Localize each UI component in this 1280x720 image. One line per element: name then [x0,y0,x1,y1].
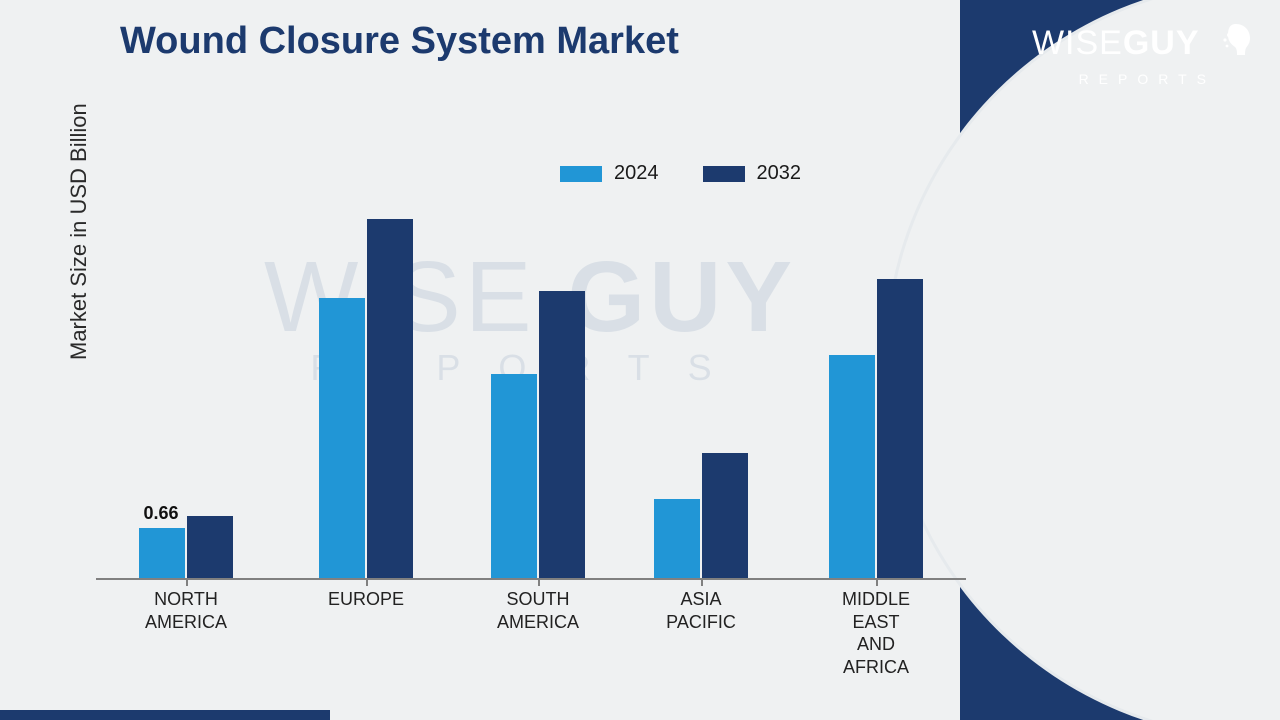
category-label: MIDDLEEASTANDAFRICA [806,588,946,678]
y-axis-label: Market Size in USD Billion [66,103,92,360]
chart-card: WISEGUY REPORTS Wound Closure System Mar… [0,0,1280,720]
axis-tick [538,578,540,586]
bar-2024 [654,499,700,578]
brand-name-bold: GUY [1123,24,1200,62]
category-label: SOUTHAMERICA [468,588,608,633]
axis-tick [876,578,878,586]
axis-tick [366,578,368,586]
bar-group [478,200,598,578]
chart-title: Wound Closure System Market [120,20,679,63]
footer-accent [0,710,330,720]
legend: 2024 2032 [560,162,801,185]
bar-group [641,200,761,578]
bar-2024 [829,355,875,578]
bar-group [816,200,936,578]
bar-2032 [702,453,748,578]
brand-logo: WISEGUY REPORTS [1032,22,1256,86]
bar-2032 [877,279,923,578]
bar-2032 [539,291,585,578]
bar-2024 [139,528,185,578]
x-axis-line [96,578,966,580]
brand-name-light: WISE [1032,24,1123,62]
brand-sub: REPORTS [1032,72,1216,86]
bar-pair [491,291,585,578]
category-label: ASIAPACIFIC [631,588,771,633]
legend-item-2032: 2032 [703,162,802,185]
bar-2032 [187,516,233,578]
legend-label-2032: 2032 [757,162,802,185]
bar-pair [319,219,413,578]
bar-group [306,200,426,578]
category-label: EUROPE [296,588,436,611]
axis-tick [186,578,188,586]
legend-swatch-2024 [560,166,602,182]
category-label: NORTHAMERICA [116,588,256,633]
legend-item-2024: 2024 [560,162,659,185]
bar-pair [829,279,923,578]
bar-2024 [319,298,365,578]
bar-pair [139,516,233,578]
bar-2024 [491,374,537,578]
logo-head-icon [1216,22,1256,68]
bar-pair [654,453,748,578]
bar-value-label: 0.66 [121,503,201,524]
bar-chart: 0.66NORTHAMERICAEUROPESOUTHAMERICAASIAPA… [96,200,966,580]
legend-swatch-2032 [703,166,745,182]
legend-label-2024: 2024 [614,162,659,185]
bar-group: 0.66 [126,200,246,578]
axis-tick [701,578,703,586]
bar-2032 [367,219,413,578]
